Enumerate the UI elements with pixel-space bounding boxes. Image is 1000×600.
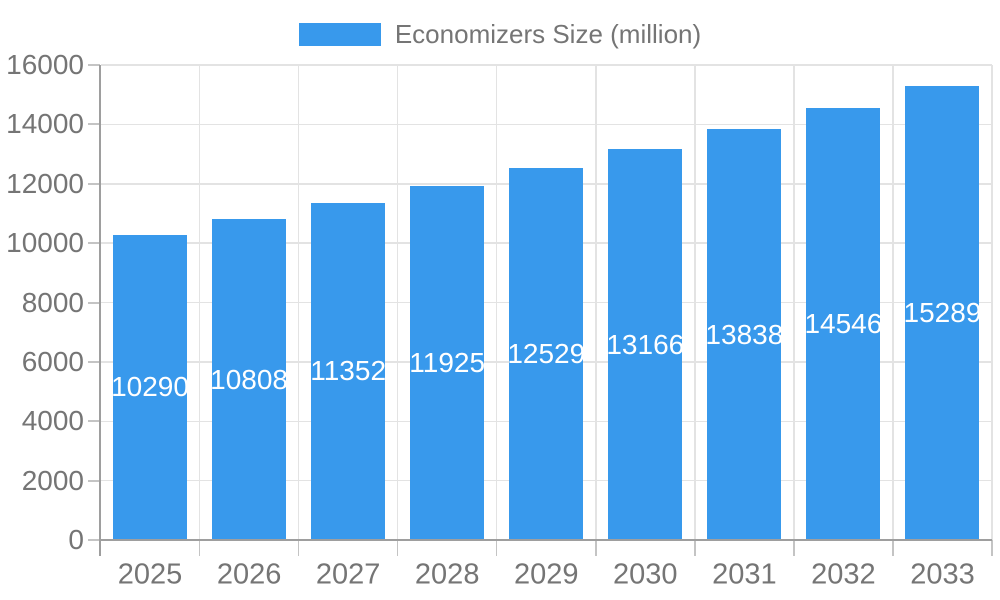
- bar-2028[interactable]: [410, 185, 485, 539]
- x-axis-tick-label: 2031: [712, 558, 777, 591]
- bar-2029[interactable]: [509, 168, 584, 539]
- v-gridline: [495, 65, 498, 540]
- x-axis-tick-label: 2028: [414, 558, 480, 591]
- y-tick-mark: [88, 242, 100, 245]
- v-gridline: [793, 65, 795, 540]
- y-tick-mark: [88, 123, 100, 126]
- y-axis-tick-label: 0: [68, 524, 84, 555]
- v-gridline: [595, 65, 597, 540]
- legend: Economizers Size (million): [0, 19, 1000, 50]
- x-tick-mark: [991, 540, 993, 556]
- y-axis-line: [99, 65, 101, 556]
- x-tick-mark: [793, 540, 795, 556]
- h-gridline: [100, 64, 992, 66]
- v-gridline: [991, 65, 993, 540]
- legend-item[interactable]: Economizers Size (million): [298, 19, 702, 50]
- y-tick-mark: [88, 479, 100, 482]
- bar-value-label: 13838: [705, 318, 784, 350]
- x-axis-tick-label: 2032: [811, 558, 876, 591]
- bar-value-label: 12529: [507, 338, 586, 370]
- y-tick-mark: [88, 64, 100, 66]
- x-tick-mark: [396, 540, 399, 556]
- x-tick-mark: [892, 540, 894, 556]
- legend-label: Economizers Size (million): [394, 19, 702, 49]
- y-tick-mark: [88, 301, 100, 304]
- bar-2031[interactable]: [707, 129, 782, 539]
- y-axis-tick-label: 6000: [21, 345, 84, 377]
- bar-2030[interactable]: [608, 149, 683, 539]
- bar-value-label: 11352: [310, 355, 387, 387]
- x-axis-tick-label: 2025: [117, 558, 183, 591]
- v-gridline: [396, 65, 399, 540]
- x-axis-line: [99, 539, 992, 541]
- bar-value-label: 14546: [804, 308, 883, 340]
- x-axis-tick-label: 2029: [513, 558, 579, 591]
- x-axis-tick-label: 2026: [216, 558, 282, 591]
- legend-swatch-icon: [298, 23, 381, 46]
- h-gridline: [100, 123, 992, 126]
- bar-2027[interactable]: [311, 202, 386, 539]
- v-gridline: [297, 65, 300, 540]
- bar-value-label: 10290: [111, 371, 189, 403]
- y-axis-tick-label: 10000: [6, 227, 84, 259]
- bar-value-label: 10808: [210, 363, 289, 395]
- y-axis-tick-label: 12000: [6, 167, 84, 199]
- bar-value-label: 13166: [606, 328, 685, 360]
- bar-2033[interactable]: [905, 86, 980, 539]
- y-tick-mark: [88, 182, 100, 185]
- x-axis-tick-label: 2033: [910, 558, 975, 591]
- y-axis-tick-label: 4000: [21, 405, 84, 437]
- bar-2025[interactable]: [113, 234, 188, 539]
- v-gridline: [198, 65, 201, 540]
- y-tick-mark: [88, 539, 100, 541]
- x-tick-mark: [495, 540, 498, 556]
- y-axis-tick-label: 16000: [6, 49, 84, 80]
- x-tick-mark: [595, 540, 597, 556]
- x-tick-mark: [198, 540, 201, 556]
- x-axis-tick-label: 2030: [613, 558, 678, 591]
- v-gridline: [892, 65, 894, 540]
- x-axis-tick-label: 2027: [315, 558, 381, 591]
- y-axis-tick-label: 14000: [6, 108, 84, 140]
- x-tick-mark: [694, 540, 696, 556]
- bar-value-label: 11925: [409, 346, 486, 378]
- y-axis-tick-label: 8000: [21, 286, 84, 318]
- y-tick-mark: [88, 360, 100, 363]
- y-axis-tick-label: 2000: [21, 464, 84, 496]
- bar-value-label: 15289: [903, 297, 982, 329]
- bar-2032[interactable]: [806, 108, 881, 539]
- v-gridline: [694, 65, 696, 540]
- y-tick-mark: [88, 420, 100, 423]
- x-tick-mark: [297, 540, 300, 556]
- bar-2026[interactable]: [212, 219, 287, 539]
